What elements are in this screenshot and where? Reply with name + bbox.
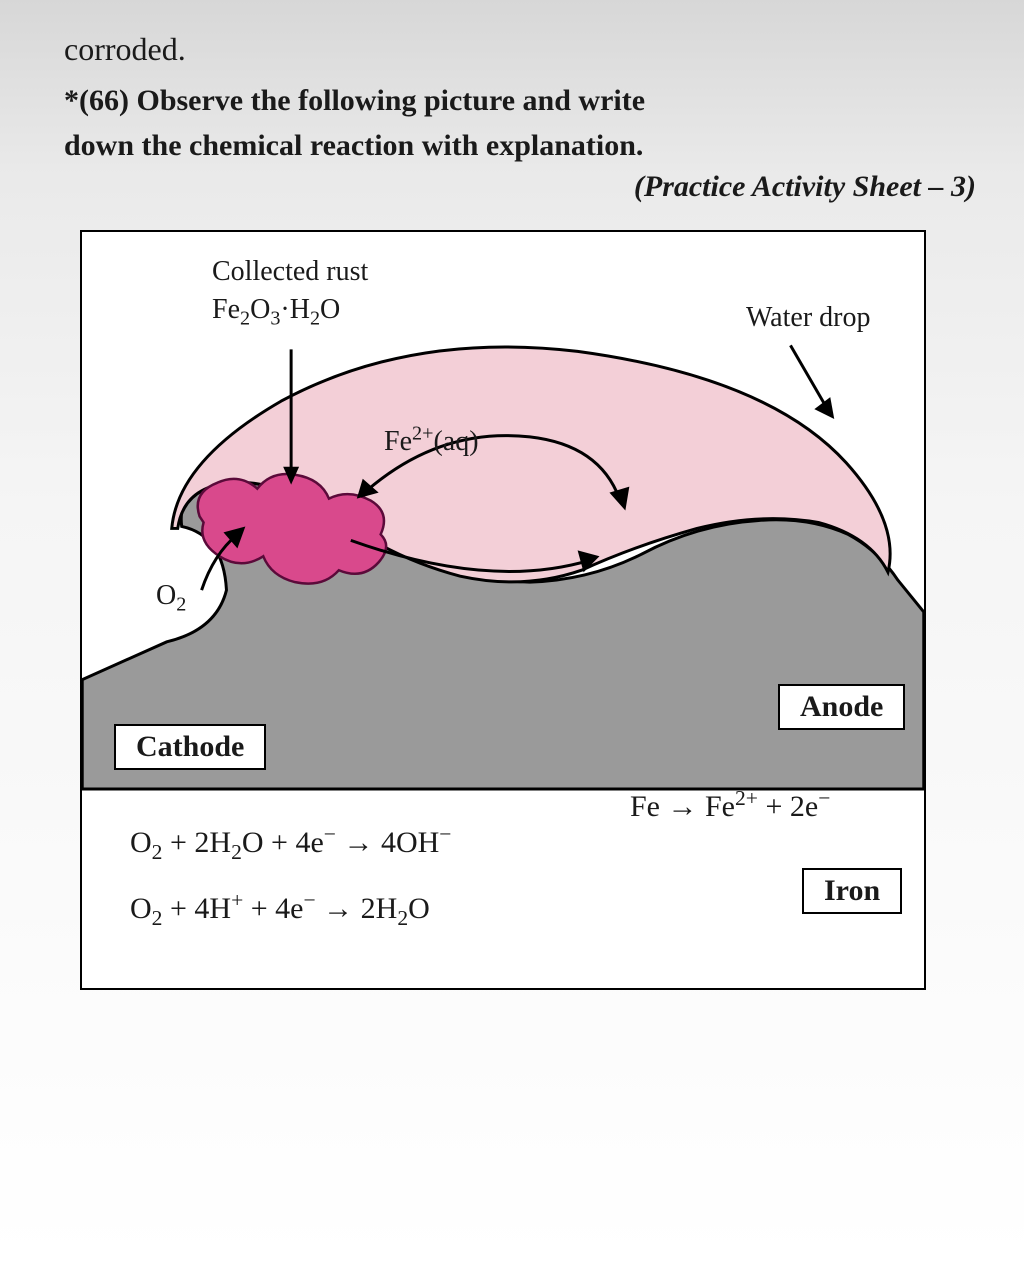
- label-fe2-aq: Fe2+(aq): [384, 426, 479, 458]
- label-anode-box: Anode: [778, 684, 905, 730]
- label-cathode-box: Cathode: [114, 724, 266, 770]
- question-text-2: down the chemical reaction with explanat…: [64, 126, 984, 167]
- label-collected-rust: Collected rust: [212, 256, 368, 288]
- label-rust-formula: Fe2O3·H2O: [212, 294, 340, 326]
- label-water-drop: Water drop: [746, 302, 870, 334]
- question-line-1: *(66) Observe the following picture and …: [64, 81, 984, 122]
- eq-cathode-2: O2 + 4H+ + 4e− → 2H2O: [130, 892, 430, 926]
- practice-sheet-ref: (Practice Activity Sheet – 3): [64, 170, 984, 204]
- page: corroded. *(66) Observe the following pi…: [0, 0, 1024, 1262]
- question-text-1: Observe the following picture and write: [136, 84, 645, 117]
- eq-cathode-1: O2 + 2H2O + 4e− → 4OH−: [130, 826, 451, 860]
- question-number: *(66): [64, 84, 129, 117]
- lead-text: corroded.: [64, 28, 984, 71]
- label-o2: O2: [156, 580, 186, 612]
- label-iron-box: Iron: [802, 868, 902, 914]
- eq-anode: Fe → Fe2+ + 2e−: [630, 790, 830, 824]
- corrosion-figure: Collected rust Fe2O3·H2O O2 Fe2+(aq) Wat…: [80, 230, 926, 990]
- figure-svg: [82, 232, 924, 988]
